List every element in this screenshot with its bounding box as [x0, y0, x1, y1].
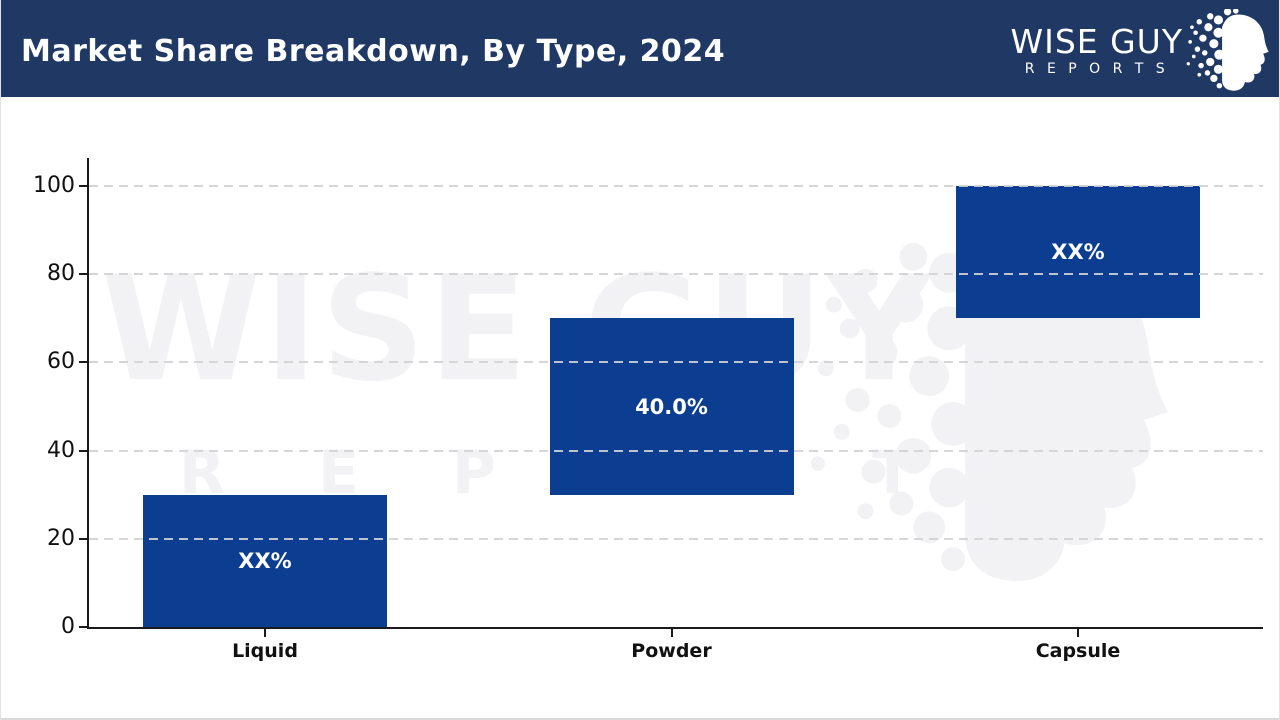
logo-reports-text: R E P O R T S	[1024, 61, 1169, 77]
bar-value-label: XX%	[1051, 240, 1105, 265]
y-tick-label: 60	[47, 349, 75, 375]
wise-guy-reports-logo: WISE GUY R E P O R T S	[1010, 7, 1269, 95]
y-tick-label: 100	[33, 173, 75, 198]
y-tick-mark	[79, 361, 88, 364]
logo-text: WISE GUY R E P O R T S	[1010, 22, 1183, 78]
x-axis-line	[87, 627, 1263, 629]
y-tick-mark	[79, 537, 88, 540]
logo-wise-guy-text: WISE GUY	[1010, 22, 1183, 61]
y-tick-label: 80	[47, 261, 75, 287]
x-tick-mark	[1077, 629, 1079, 637]
x-tick-label-powder: Powder	[631, 640, 712, 662]
y-axis-line	[87, 158, 89, 629]
y-tick-mark	[79, 449, 88, 452]
y-tick-label: 0	[61, 614, 75, 639]
bar-value-label: 40.0%	[635, 394, 708, 419]
gridline-20	[89, 537, 1263, 540]
wise-guy-head-icon	[1186, 9, 1269, 91]
bottom-border-line	[1, 718, 1279, 720]
bar-liquid	[143, 494, 387, 627]
y-tick-mark	[79, 273, 88, 276]
y-tick-mark	[79, 626, 88, 628]
y-tick-mark	[79, 185, 88, 187]
x-tick-label-capsule: Capsule	[1035, 640, 1121, 662]
bar-capsule	[956, 186, 1200, 319]
chart-title: Market Share Breakdown, By Type, 2024	[21, 34, 726, 69]
y-tick-label: 40	[47, 437, 75, 463]
x-tick-mark	[670, 629, 673, 637]
gridline-80	[89, 273, 1263, 276]
x-tick-label-liquid: Liquid	[232, 640, 298, 662]
gridline-100	[89, 185, 1263, 187]
gridline-40	[89, 449, 1263, 452]
gridline-60	[89, 361, 1263, 364]
x-tick-mark	[264, 629, 266, 637]
bar-powder	[549, 318, 794, 495]
bar-value-label: XX%	[238, 548, 292, 573]
header-band: Market Share Breakdown, By Type, 2024 WI…	[1, 0, 1279, 97]
y-tick-label: 20	[47, 525, 75, 551]
